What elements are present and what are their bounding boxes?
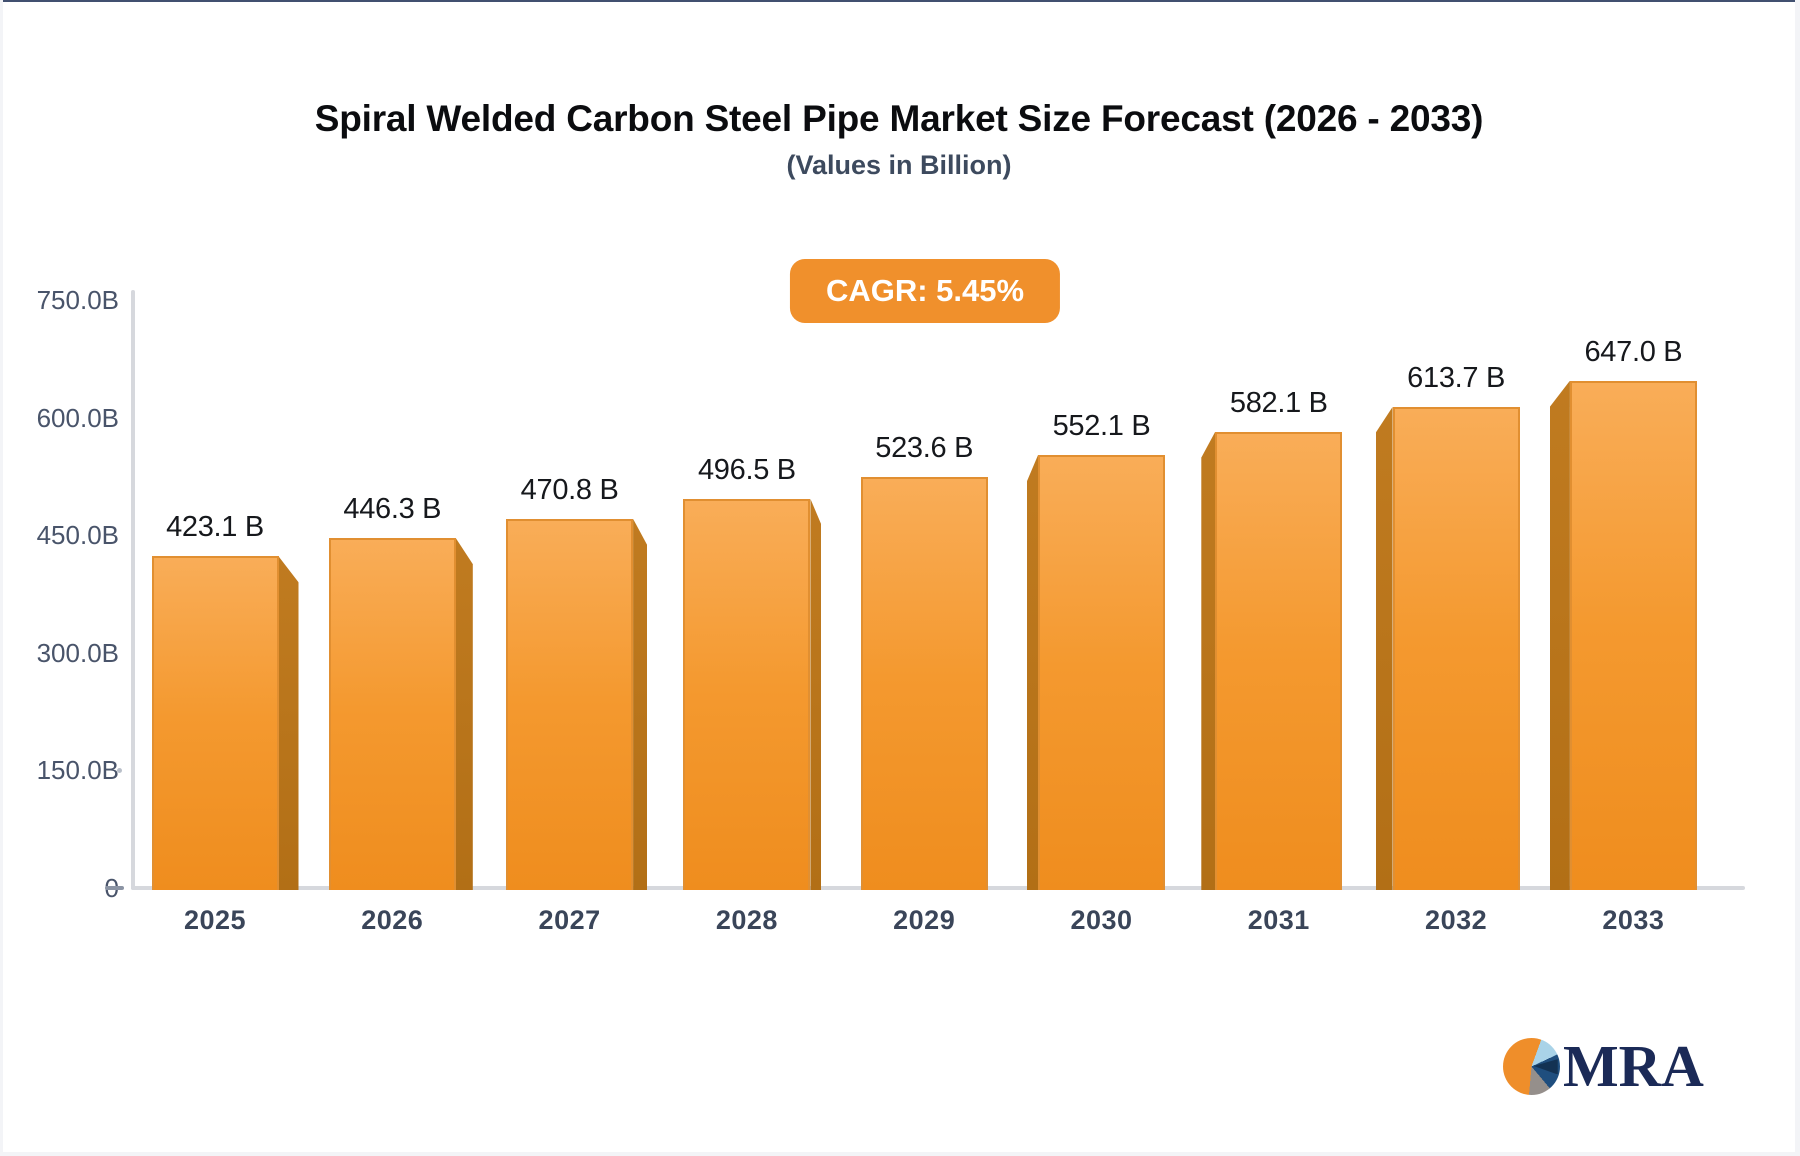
bar-value-label-2026: 446.3 B xyxy=(343,493,442,526)
bar-value-label-2033: 647.0 B xyxy=(1584,335,1683,368)
logo-pie-icon xyxy=(1503,1038,1560,1095)
y-tick-label-150: 150.0B xyxy=(36,755,119,786)
bar-2028 xyxy=(683,498,811,890)
bar-value-label-2032: 613.7 B xyxy=(1407,361,1506,394)
bar-2026-3d-side xyxy=(455,538,473,890)
x-axis-label-2027: 2027 xyxy=(538,905,601,935)
y-tick-label-750: 750.0B xyxy=(36,285,119,315)
bar-2033 xyxy=(1569,380,1697,890)
logo-text: MRA xyxy=(1563,1033,1704,1099)
bar-value-label-2025: 423.1 B xyxy=(166,511,264,544)
y-tick-label-0: 0 xyxy=(3,872,119,904)
logo-pie-notch-icon xyxy=(1533,1059,1558,1075)
bar-value-label-2027: 470.8 B xyxy=(520,473,619,506)
bar-2025 xyxy=(151,556,279,890)
bar-2033-3d-side xyxy=(1549,380,1570,890)
bar-value-label-2031: 582.1 B xyxy=(1229,386,1328,419)
bar-2029 xyxy=(860,477,988,890)
y-tick-mark-0 xyxy=(105,886,124,890)
x-axis-label-2030: 2030 xyxy=(1070,905,1133,935)
mra-logo: MRA xyxy=(1503,1033,1704,1099)
bar-2030-3d-side xyxy=(1027,455,1038,890)
bar-2027 xyxy=(506,518,634,890)
chart-card: Spiral Welded Carbon Steel Pipe Market S… xyxy=(3,0,1795,1152)
x-axis-label-2032: 2032 xyxy=(1425,905,1488,935)
y-tick-mark-150 xyxy=(117,768,122,774)
bar-2031-3d-side xyxy=(1201,431,1216,890)
x-axis-label-2028: 2028 xyxy=(715,905,778,935)
chart-subtitle: (Values in Billion) xyxy=(786,150,1012,180)
bar-2027-3d-side xyxy=(633,518,648,890)
bar-2031 xyxy=(1215,431,1343,890)
bar-2030 xyxy=(1038,455,1165,890)
bar-value-label-2028: 496.5 B xyxy=(697,453,796,486)
x-axis-label-2026: 2026 xyxy=(361,905,424,935)
y-tick-label-300: 300.0B xyxy=(36,637,119,668)
chart-title: Spiral Welded Carbon Steel Pipe Market S… xyxy=(314,98,1484,139)
bar-chart-plot: 750.0B 600.0B 450.0B 300.0B 150.0B 0 423.1 B 4… xyxy=(3,2,1795,1152)
bar-2032 xyxy=(1392,406,1520,890)
x-axis-label-2031: 2031 xyxy=(1247,905,1310,935)
x-axis-label-2033: 2033 xyxy=(1602,905,1665,935)
x-axis-label-2025: 2025 xyxy=(183,905,247,935)
bar-value-label-2029: 523.6 B xyxy=(875,432,974,465)
bar-value-label-2030: 552.1 B xyxy=(1052,410,1151,443)
bar-2026 xyxy=(328,538,456,890)
bar-2028-3d-side xyxy=(810,498,822,890)
bar-2025-3d-side xyxy=(278,556,299,890)
y-tick-label-600: 600.0B xyxy=(36,402,119,433)
y-tick-label-450: 450.0B xyxy=(36,520,119,551)
x-axis-label-2029: 2029 xyxy=(893,905,956,935)
cagr-badge: CAGR: 5.45% xyxy=(789,259,1061,323)
y-axis-line xyxy=(131,290,135,890)
bar-2032-3d-side xyxy=(1375,406,1393,890)
